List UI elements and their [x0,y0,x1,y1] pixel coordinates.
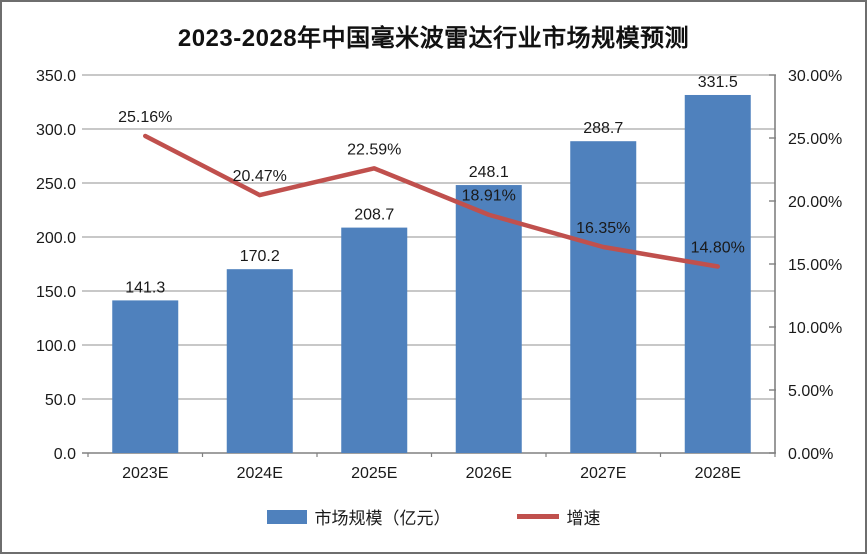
growth-rate-line [143,133,720,269]
right-axis-tick-label: 30.00% [788,68,842,85]
right-axis-tick-label: 5.00% [788,383,833,400]
legend: 市场规模（亿元） 增速 [2,504,865,529]
x-axis-category-label: 2024E [237,465,283,482]
bar-value-label: 170.2 [240,248,280,265]
left-axis-tick-label: 200.0 [36,230,76,247]
right-axis-tick-label: 0.00% [788,446,833,463]
line-value-label: 16.35% [576,220,630,237]
bar-value-label: 331.5 [698,74,738,91]
line-value-label: 20.47% [233,168,287,185]
left-axis-tick-label: 50.0 [45,392,76,409]
line-value-label: 14.80% [691,240,745,257]
right-axis-tick-label: 15.00% [788,257,842,274]
left-axis-tick-label: 0.0 [54,446,76,463]
bar-2023E [112,300,179,453]
left-axis-tick-label: 150.0 [36,284,76,301]
x-axis-category-label: 2025E [351,465,397,482]
x-axis-category-label: 2027E [580,465,626,482]
legend-line-label: 增速 [566,509,601,528]
bar-2024E [226,269,293,453]
right-axis-tick-label: 10.00% [788,320,842,337]
bar-2027E [570,141,637,454]
bar-2028E [684,94,751,453]
bar-value-label: 248.1 [469,164,509,181]
line-value-label: 22.59% [347,141,401,158]
x-axis-category-label: 2026E [466,465,512,482]
x-axis-category-label: 2023E [122,465,168,482]
bar-2026E [455,185,522,453]
right-axis-tick-label: 20.00% [788,194,842,211]
bar-2025E [341,227,408,453]
left-axis-tick-label: 250.0 [36,176,76,193]
line-value-label: 25.16% [118,109,172,126]
left-axis-tick-label: 300.0 [36,122,76,139]
left-axis-tick-label: 100.0 [36,338,76,355]
legend-item-market-size: 市场规模（亿元） [266,504,451,529]
left-axis-tick-label: 350.0 [36,68,76,85]
x-axis-category-label: 2028E [695,465,741,482]
bar-value-label: 208.7 [354,207,394,224]
chart-title: 2023-2028年中国毫米波雷达行业市场规模预测 [177,25,690,52]
right-axis-tick-label: 25.00% [788,131,842,148]
bar-value-label: 288.7 [583,120,623,137]
bar-value-label: 141.3 [125,279,165,296]
legend-line-swatch-icon [516,514,559,519]
legend-bar-swatch-icon [266,509,307,524]
legend-item-growth-rate: 增速 [516,504,601,529]
line-value-label: 18.91% [462,188,516,205]
legend-bar-label: 市场规模（亿元） [314,509,451,528]
